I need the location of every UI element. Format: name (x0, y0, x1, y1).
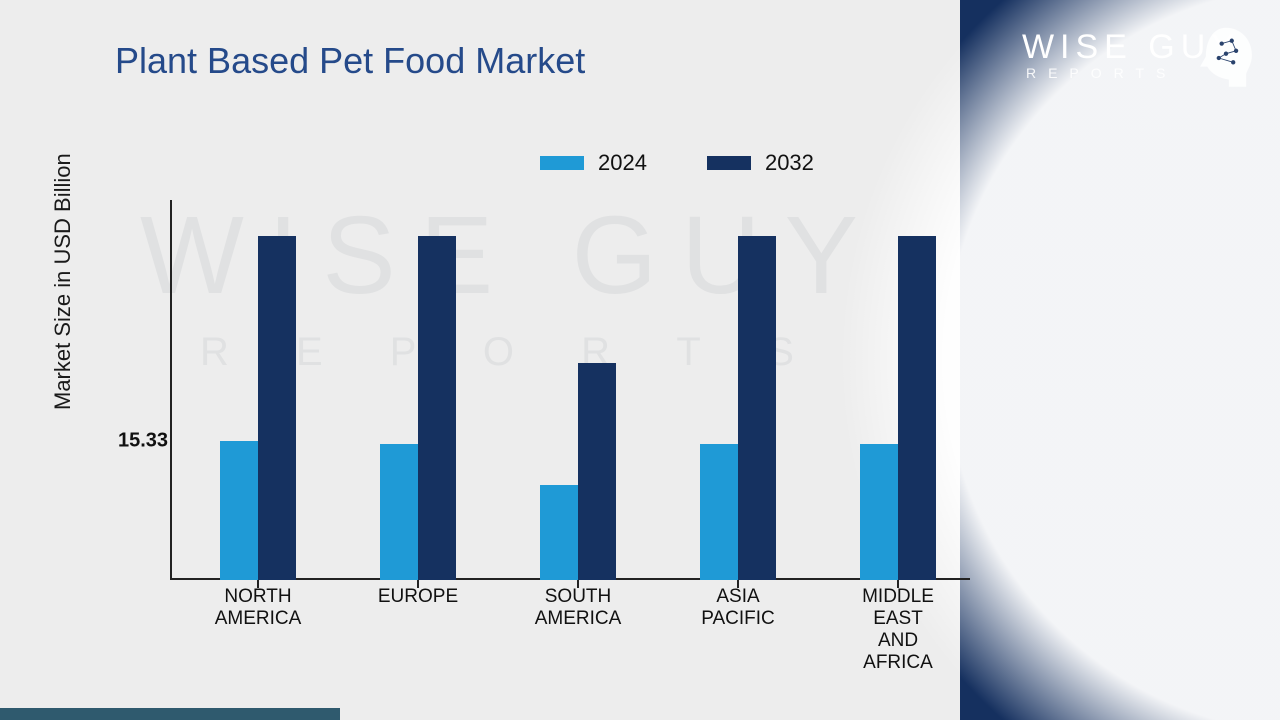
plot-area: NORTH AMERICAEUROPESOUTH AMERICAASIA PAC… (170, 200, 970, 580)
bar-2024 (380, 444, 418, 580)
category-label: NORTH AMERICA (178, 580, 338, 630)
brain-head-icon (1190, 22, 1262, 94)
y-tick-label: 15.33 (118, 430, 168, 453)
bar-2032 (418, 236, 456, 580)
category-label: MIDDLE EAST AND AFRICA (818, 580, 978, 673)
bar-2024 (860, 444, 898, 580)
legend-label-2024: 2024 (598, 150, 647, 176)
category-label: ASIA PACIFIC (658, 580, 818, 630)
y-axis-label: Market Size in USD Billion (50, 153, 76, 410)
chart-title: Plant Based Pet Food Market (115, 40, 585, 82)
legend-swatch-2024 (540, 156, 584, 170)
y-axis-line (170, 200, 172, 580)
bar-2024 (700, 444, 738, 580)
legend-item-2032: 2032 (707, 150, 814, 176)
bar-2032 (898, 236, 936, 580)
bar-2032 (258, 236, 296, 580)
stage: WISE GUY R E P O R T S Plant Based Pet F… (0, 0, 1280, 720)
category-label: SOUTH AMERICA (498, 580, 658, 630)
legend-label-2032: 2032 (765, 150, 814, 176)
bar-2032 (578, 363, 616, 580)
bar-2024 (540, 485, 578, 580)
bar-2024 (220, 441, 258, 580)
category-label: EUROPE (338, 580, 498, 608)
bar-2032 (738, 236, 776, 580)
bottom-accent-bar (0, 708, 340, 720)
legend: 2024 2032 (540, 150, 814, 176)
legend-swatch-2032 (707, 156, 751, 170)
legend-item-2024: 2024 (540, 150, 647, 176)
chart-area: Market Size in USD Billion 2024 2032 NOR… (60, 150, 980, 670)
